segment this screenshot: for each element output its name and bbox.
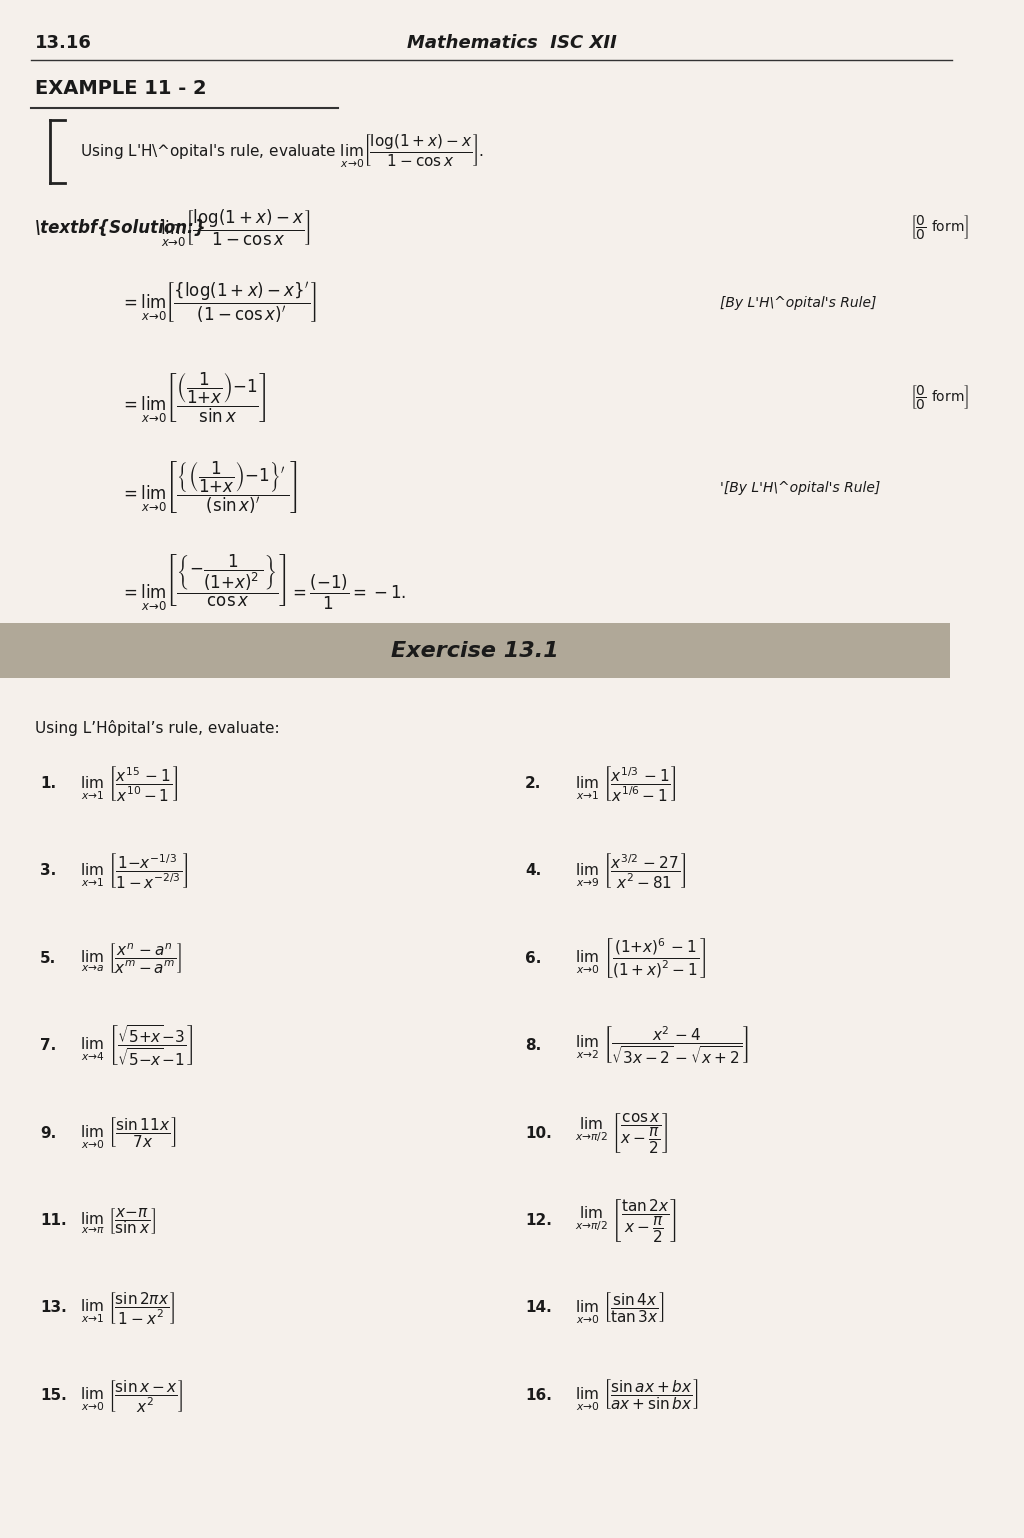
Text: \textbf{Solution:}: \textbf{Solution:}	[35, 218, 207, 237]
Text: EXAMPLE 11 - 2: EXAMPLE 11 - 2	[35, 78, 207, 97]
Text: $\lim_{x\to 9}\ \left[\dfrac{x^{3/2}-27}{x^{2}-81}\right]$: $\lim_{x\to 9}\ \left[\dfrac{x^{3/2}-27}…	[575, 851, 686, 891]
Text: 10.: 10.	[525, 1126, 552, 1141]
Text: 13.16: 13.16	[35, 34, 92, 52]
Text: 3.: 3.	[40, 863, 56, 878]
Text: $= \lim_{x \to 0} \left[\dfrac{\left(\dfrac{1}{1+x}\right) - 1}{\sin x}\right]$: $= \lim_{x \to 0} \left[\dfrac{\left(\df…	[120, 371, 267, 426]
Text: $\lim_{x\to 1}\ \left[\dfrac{\sin 2\pi x}{1-x^{2}}\right]$: $\lim_{x\to 1}\ \left[\dfrac{\sin 2\pi x…	[80, 1290, 175, 1326]
Text: $\lim_{x\to 1}\ \left[\dfrac{1-x^{-1/3}}{1-x^{-2/3}}\right]$: $\lim_{x\to 1}\ \left[\dfrac{1-x^{-1/3}}…	[80, 851, 188, 891]
Text: Using L'H\^opital's rule, evaluate $\lim_{x \to 0} \left[\dfrac{\log(1+x) - x}{1: Using L'H\^opital's rule, evaluate $\lim…	[80, 132, 484, 169]
Text: 6.: 6.	[525, 950, 542, 966]
Text: $\lim_{x\to 0}\ \left[\dfrac{(1+x)^{6}-1}{(1+x)^{2}-1}\right]$: $\lim_{x\to 0}\ \left[\dfrac{(1+x)^{6}-1…	[575, 937, 707, 980]
Text: Exercise 13.1: Exercise 13.1	[391, 640, 559, 660]
Text: $\lim_{x\to 1}\ \left[\dfrac{x^{1/3}-1}{x^{1/6}-1}\right]$: $\lim_{x\to 1}\ \left[\dfrac{x^{1/3}-1}{…	[575, 763, 677, 803]
Text: 15.: 15.	[40, 1387, 67, 1403]
Text: $\lim_{x\to 2}\ \left[\dfrac{x^{2}-4}{\sqrt{3x-2}-\sqrt{x+2}}\right]$: $\lim_{x\to 2}\ \left[\dfrac{x^{2}-4}{\s…	[575, 1024, 750, 1066]
Text: 7.: 7.	[40, 1038, 56, 1054]
Text: $\lim_{x\to 0}\ \left[\dfrac{\sin 11x}{7x}\right]$: $\lim_{x\to 0}\ \left[\dfrac{\sin 11x}{7…	[80, 1115, 176, 1150]
Text: $\lim_{x\to 0}\ \left[\dfrac{\sin x - x}{x^{2}}\right]$: $\lim_{x\to 0}\ \left[\dfrac{\sin x - x}…	[80, 1378, 183, 1413]
Text: 16.: 16.	[525, 1387, 552, 1403]
Text: $\lim_{x\to 1}\ \left[\dfrac{x^{15}-1}{x^{10}-1}\right]$: $\lim_{x\to 1}\ \left[\dfrac{x^{15}-1}{x…	[80, 763, 178, 803]
FancyBboxPatch shape	[0, 623, 950, 678]
Text: 14.: 14.	[525, 1301, 552, 1315]
Text: $\lim_{x\to 0}\ \left[\dfrac{\sin ax + bx}{ax + \sin bx}\right]$: $\lim_{x\to 0}\ \left[\dfrac{\sin ax + b…	[575, 1378, 698, 1413]
Text: Mathematics  ISC XII: Mathematics ISC XII	[408, 34, 616, 52]
Text: $\lim_{x\to\pi/2}\ \left[\dfrac{\tan 2x}{x-\dfrac{\pi}{2}}\right]$: $\lim_{x\to\pi/2}\ \left[\dfrac{\tan 2x}…	[575, 1197, 677, 1244]
Text: $\lim_{x \to 0} \left[\dfrac{\log(1+x) - x}{1 - \cos x}\right]$: $\lim_{x \to 0} \left[\dfrac{\log(1+x) -…	[160, 208, 310, 249]
Text: $\lim_{x\to 0}\ \left[\dfrac{\sin 4x}{\tan 3x}\right]$: $\lim_{x\to 0}\ \left[\dfrac{\sin 4x}{\t…	[575, 1290, 665, 1326]
Text: $\lim_{x\to\pi/2}\ \left[\dfrac{\cos x}{x-\dfrac{\pi}{2}}\right]$: $\lim_{x\to\pi/2}\ \left[\dfrac{\cos x}{…	[575, 1110, 669, 1155]
Text: 11.: 11.	[40, 1213, 67, 1227]
Text: [By L'H\^opital's Rule]: [By L'H\^opital's Rule]	[720, 295, 877, 311]
Text: 2.: 2.	[525, 775, 542, 791]
Text: $\lim_{x\to 4}\ \left[\dfrac{\sqrt{5+x}-3}{\sqrt{5-x}-1}\right]$: $\lim_{x\to 4}\ \left[\dfrac{\sqrt{5+x}-…	[80, 1023, 194, 1067]
Text: 12.: 12.	[525, 1213, 552, 1227]
Text: 8.: 8.	[525, 1038, 542, 1054]
Text: 1.: 1.	[40, 775, 56, 791]
Text: $\left[\dfrac{0}{0}\ \mathrm{form}\right]$: $\left[\dfrac{0}{0}\ \mathrm{form}\right…	[910, 214, 969, 241]
Text: $= \lim_{x \to 0} \left[\dfrac{\{\log(1+x) - x\}'}{(1 - \cos x)'}\right]$: $= \lim_{x \to 0} \left[\dfrac{\{\log(1+…	[120, 281, 316, 325]
Text: 5.: 5.	[40, 950, 56, 966]
Text: 13.: 13.	[40, 1301, 67, 1315]
Text: Using L’Hôpital’s rule, evaluate:: Using L’Hôpital’s rule, evaluate:	[35, 720, 280, 737]
Text: $\lim_{x\to\pi}\ \left[\dfrac{x-\pi}{\sin x}\right]$: $\lim_{x\to\pi}\ \left[\dfrac{x-\pi}{\si…	[80, 1206, 156, 1235]
Text: 4.: 4.	[525, 863, 542, 878]
Text: $\left[\dfrac{0}{0}\ \mathrm{form}\right]$: $\left[\dfrac{0}{0}\ \mathrm{form}\right…	[910, 384, 969, 412]
Text: $= \lim_{x \to 0} \left[\dfrac{\left\{-\dfrac{1}{(1+x)^2}\right\}}{\cos x}\right: $= \lim_{x \to 0} \left[\dfrac{\left\{-\…	[120, 552, 407, 614]
Text: '[By L'H\^opital's Rule]: '[By L'H\^opital's Rule]	[720, 481, 881, 495]
Text: $\lim_{x\to a}\ \left[\dfrac{x^{n}-a^{n}}{x^{m}-a^{m}}\right]$: $\lim_{x\to a}\ \left[\dfrac{x^{n}-a^{n}…	[80, 941, 182, 975]
Text: 9.: 9.	[40, 1126, 56, 1141]
Text: $= \lim_{x \to 0} \left[\dfrac{\left\{\left(\dfrac{1}{1+x}\right) - 1\right\}'}{: $= \lim_{x \to 0} \left[\dfrac{\left\{\l…	[120, 460, 297, 517]
